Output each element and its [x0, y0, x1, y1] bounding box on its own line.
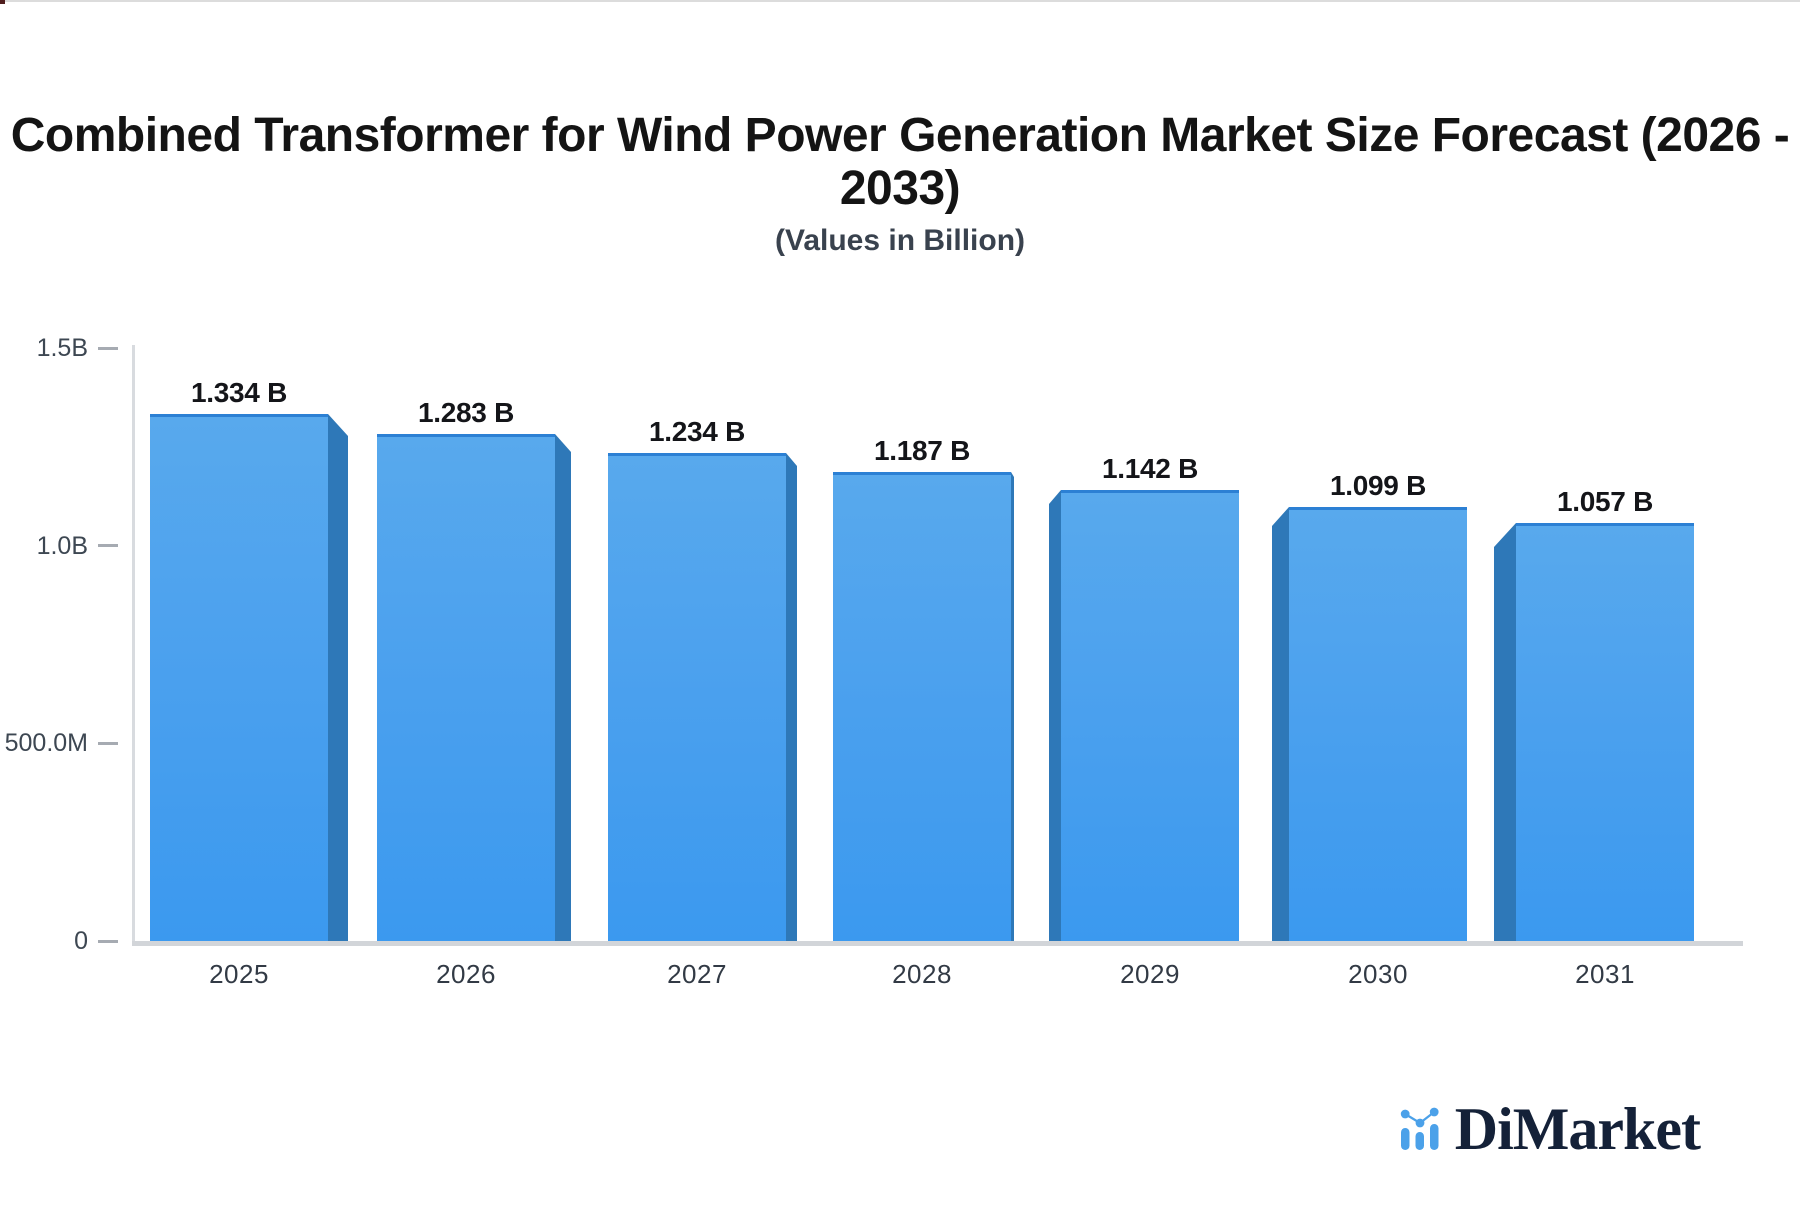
bar-value-label: 1.099 B — [1330, 470, 1426, 501]
y-tick-label: 1.5B — [36, 334, 88, 362]
bar-side-face — [1272, 507, 1289, 941]
x-axis-label: 2025 — [209, 959, 269, 989]
bar-chart-logo-icon — [1400, 1107, 1439, 1150]
x-axis-label: 2026 — [436, 959, 496, 989]
y-tick-label: 500.0M — [4, 729, 88, 758]
bar-side-face — [1049, 490, 1061, 941]
logo-wordmark: DiMarket — [1454, 1096, 1701, 1162]
bar — [377, 434, 555, 941]
y-tick-mark — [98, 939, 118, 943]
y-tick-label: 1.0B — [36, 531, 88, 560]
x-axis-line — [132, 941, 1743, 946]
bar-value-label: 1.187 B — [874, 435, 970, 466]
bar-value-label: 1.334 B — [191, 377, 287, 408]
chart-title-line2: 2033) — [839, 162, 961, 215]
bar-side-face — [328, 414, 348, 941]
x-axis-label: 2027 — [667, 959, 727, 989]
x-axis-label: 2031 — [1575, 959, 1635, 989]
y-tick-mark — [98, 741, 118, 745]
y-axis-line — [132, 345, 135, 946]
bar-value-label: 1.142 B — [1102, 453, 1198, 484]
x-axis-label: 2030 — [1348, 959, 1408, 989]
bar — [1061, 490, 1239, 941]
bar — [833, 472, 1011, 941]
bar — [608, 453, 786, 941]
bar-value-label: 1.234 B — [649, 416, 745, 447]
bar — [150, 414, 328, 941]
bar-side-face — [786, 453, 797, 941]
bar-value-label: 1.057 B — [1557, 486, 1653, 517]
bar — [1289, 507, 1467, 941]
y-tick-mark — [98, 544, 118, 548]
bar-value-label: 1.283 B — [418, 397, 514, 428]
bar-side-face — [1011, 472, 1014, 941]
x-axis-label: 2029 — [1120, 959, 1180, 989]
top-edge-hairline — [0, 0, 1800, 2]
chart-subtitle: (Values in Billion) — [774, 224, 1026, 257]
chart-title: Combined Transformer for Wind Power Gene… — [0, 109, 1800, 215]
y-tick-label: 0 — [74, 927, 88, 955]
chart-title-line1: Combined Transformer for Wind Power Gene… — [10, 109, 1790, 162]
bar-side-face — [555, 434, 571, 941]
screenshot-corner-artifact — [0, 0, 5, 4]
dimarket-logo: DiMarket — [1397, 1093, 1701, 1165]
x-axis-label: 2028 — [892, 959, 952, 989]
bar-side-face — [1494, 523, 1516, 941]
y-tick-mark — [98, 346, 118, 350]
bar — [1516, 523, 1694, 941]
